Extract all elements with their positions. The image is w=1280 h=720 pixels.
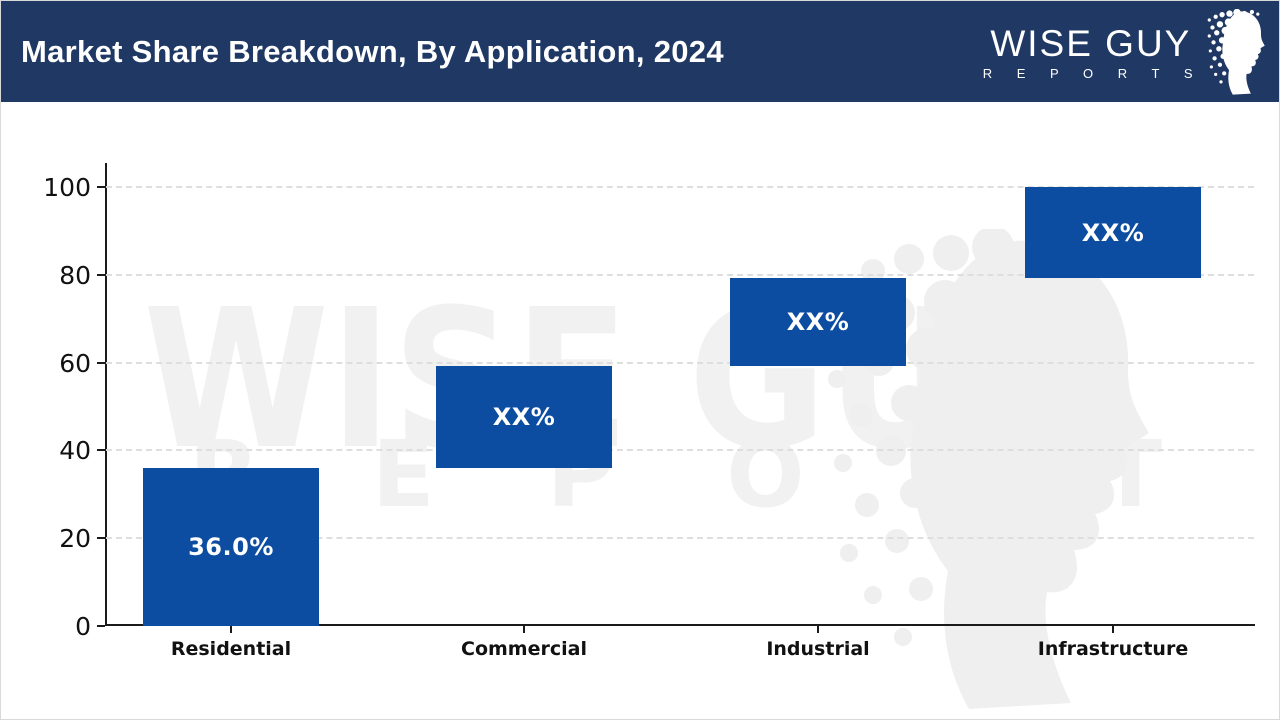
bar-infrastructure: XX%: [1025, 187, 1201, 279]
y-tick-20: [97, 537, 105, 540]
y-tick-100: [97, 186, 105, 188]
x-axis-line: [105, 624, 1255, 626]
y-tick-60: [97, 361, 105, 364]
y-tick-label-60: 60: [59, 348, 91, 378]
wise-guy-head-icon: [1207, 9, 1265, 95]
header-bar: Market Share Breakdown, By Application, …: [1, 1, 1279, 102]
x-tick-commercial: [523, 626, 525, 633]
gridline-60: [106, 361, 1254, 364]
y-tick-label-80: 80: [59, 260, 91, 290]
bar-industrial: XX%: [730, 278, 906, 366]
x-tick-industrial: [817, 626, 819, 633]
gridline-20: [106, 537, 1254, 540]
logo-wordmark-sub: R E P O R T S: [982, 66, 1203, 81]
x-label-industrial: Industrial: [766, 638, 870, 660]
y-tick-label-100: 100: [43, 173, 91, 202]
bar-value-label: XX%: [786, 307, 850, 336]
bar-value-label: XX%: [1081, 218, 1145, 247]
bar-value-label: 36.0%: [188, 532, 274, 561]
x-label-residential: Residential: [170, 638, 292, 660]
gridline-80: [106, 273, 1254, 276]
bar-value-label: XX%: [492, 402, 556, 431]
bar-commercial: XX%: [436, 365, 612, 468]
y-axis-line: [105, 163, 107, 626]
y-tick-80: [97, 273, 105, 276]
page-title: Market Share Breakdown, By Application, …: [21, 33, 724, 69]
y-tick-label-20: 20: [59, 524, 91, 554]
bar-residential: 36.0%: [143, 467, 319, 626]
y-tick-label-0: 0: [75, 612, 91, 641]
y-tick-label-40: 40: [59, 436, 91, 466]
y-tick-0: [97, 625, 105, 627]
wise-guy-reports-logo: WISE GUY R E P O R T S: [979, 9, 1269, 95]
x-label-commercial: Commercial: [461, 638, 587, 660]
logo-wordmark: WISE GUY: [990, 23, 1192, 64]
x-label-infrastructure: Infrastructure: [1037, 638, 1189, 660]
x-tick-infrastructure: [1112, 626, 1114, 633]
logo-text: WISE GUY R E P O R T S: [979, 25, 1203, 81]
x-tick-residential: [230, 626, 232, 633]
gridline-100: [106, 186, 1254, 188]
gridline-40: [106, 449, 1254, 452]
y-tick-40: [97, 449, 105, 452]
